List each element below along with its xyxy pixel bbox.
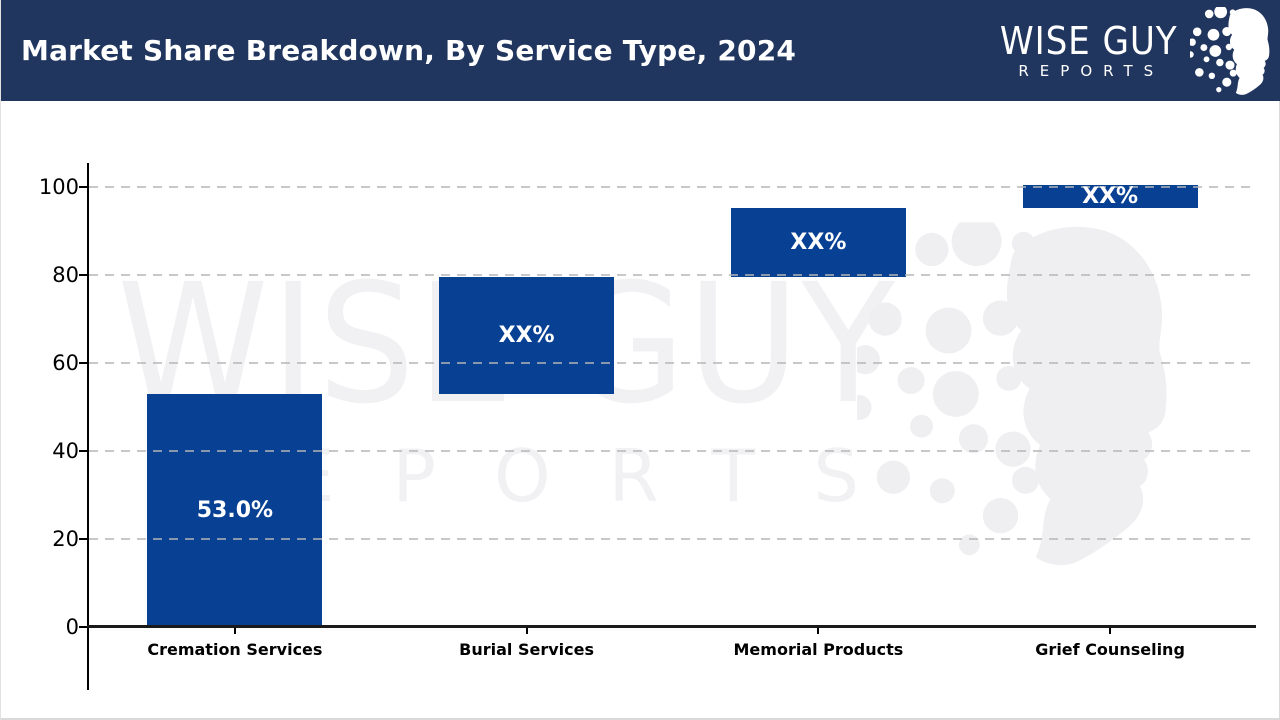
y-tick-label-60: 60 [52,351,79,376]
brand-logo: WISE GUY REPORTS [990,0,1271,101]
y-tick-mark [79,186,87,189]
page-bottom-border [1,718,1280,720]
x-axis-line [87,625,1256,628]
y-tick-mark [79,274,87,277]
brand-name: WISE GUY [999,19,1178,63]
header-bar: Market Share Breakdown, By Service Type,… [1,0,1280,101]
y-tick-mark [79,626,87,628]
bar-value-label-memorial-products: XX% [790,230,847,256]
y-tick-label-100: 100 [38,175,79,200]
brand-logo-text: WISE GUY REPORTS [990,22,1187,79]
y-tick-mark [79,450,87,453]
bar-memorial-products [730,207,906,278]
bar-cremation-services [147,393,323,627]
bar-burial-services [439,277,615,394]
x-tick-mark [1109,628,1112,634]
y-tick-mark [79,362,87,365]
x-axis-label-memorial-products: Memorial Products [733,640,904,659]
y-tick-mark [79,538,87,540]
y-tick-label-40: 40 [52,439,79,464]
bar-value-label-burial-services: XX% [498,323,555,349]
bar-value-label-cremation-services: 53.0% [196,497,274,523]
bar-value-label-grief-counseling: XX% [1082,183,1139,209]
gridline-100 [89,186,1256,189]
bar-grief-counseling [1022,185,1198,208]
dotted-head-icon [1189,7,1271,95]
chart-plot-area: 53.0% Cremation Services XX% Burial Service… [1,101,1280,720]
page-title: Market Share Breakdown, By Service Type,… [21,34,797,67]
y-tick-label-20: 20 [52,527,79,551]
gridline-80 [89,274,1256,277]
x-axis-label-grief-counseling: Grief Counseling [1035,640,1185,659]
brand-subtitle: REPORTS [1018,62,1165,80]
x-axis-label-burial-services: Burial Services [459,640,595,659]
gridline-20 [89,538,1256,540]
x-tick-mark [817,628,820,634]
gridline-60 [89,362,1256,365]
gridline-40 [89,450,1256,453]
y-axis-line [87,163,89,690]
x-tick-mark [525,628,528,634]
x-tick-mark [233,628,236,634]
x-axis-label-cremation-services: Cremation Services [147,640,323,659]
y-tick-label-80: 80 [52,263,79,288]
y-tick-label-0: 0 [65,615,79,639]
